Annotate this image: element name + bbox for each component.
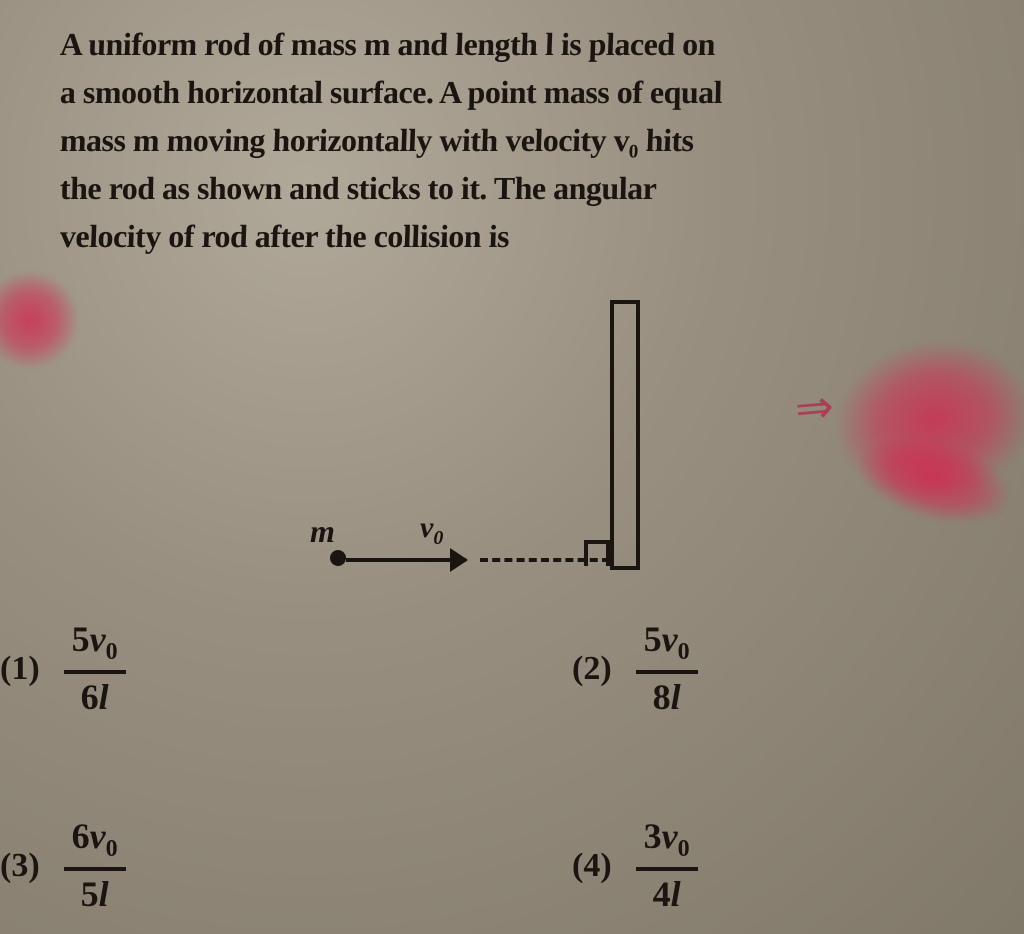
- question-line-2: a smooth horizontal surface. A point mas…: [60, 68, 723, 116]
- question-line-1: A uniform rod of mass m and length l is …: [59, 20, 716, 68]
- option-3: (3) 6v0 5l: [0, 817, 432, 914]
- ground-marker-icon: [584, 540, 610, 566]
- velocity-sub: 0: [433, 527, 443, 549]
- fraction-numerator: 3v0: [636, 817, 698, 871]
- mass-label: m: [310, 513, 335, 550]
- question-line-5: velocity of rod after the collision is: [59, 212, 510, 260]
- red-smudge-icon: [0, 256, 94, 384]
- option-fraction: 6v0 5l: [64, 817, 126, 914]
- option-fraction: 5v0 6l: [64, 620, 126, 717]
- fraction-numerator: 5v0: [636, 620, 698, 674]
- handwritten-arrow-icon: ⇒: [793, 378, 836, 435]
- option-fraction: 3v0 4l: [636, 817, 698, 914]
- rod-shape: [610, 300, 640, 570]
- question-line-4: the rod as shown and sticks to it. The a…: [60, 164, 657, 212]
- trajectory-dash-icon: [480, 558, 610, 562]
- fraction-numerator: 5v0: [64, 620, 126, 674]
- page-surface: A uniform rod of mass m and length l is …: [0, 0, 1024, 934]
- option-fraction: 5v0 8l: [636, 620, 698, 717]
- fraction-denominator: 8l: [645, 674, 689, 718]
- option-number: (3): [0, 847, 40, 885]
- fraction-denominator: 6l: [73, 674, 117, 718]
- fraction-denominator: 4l: [645, 871, 689, 915]
- physics-diagram: m v0: [320, 300, 680, 580]
- point-mass-icon: [330, 550, 346, 566]
- option-1: (1) 5v0 6l: [0, 620, 432, 717]
- option-2: (2) 5v0 8l: [512, 620, 944, 717]
- question-line-3: mass m moving horizontally with velocity…: [59, 116, 694, 164]
- question-text: A uniform rod of mass m and length l is …: [60, 20, 984, 260]
- velocity-arrow-icon: [346, 558, 466, 562]
- option-number: (1): [0, 650, 40, 688]
- fraction-denominator: 5l: [73, 871, 117, 915]
- velocity-label: v0: [420, 511, 443, 550]
- option-4: (4) 3v0 4l: [512, 817, 944, 914]
- velocity-base: v: [420, 511, 433, 544]
- fraction-numerator: 6v0: [64, 817, 126, 871]
- option-number: (4): [572, 847, 612, 885]
- options-grid: (1) 5v0 6l (2) 5v0 8l (3) 6v0 5l (4) 3v0: [0, 620, 944, 914]
- option-number: (2): [572, 650, 612, 688]
